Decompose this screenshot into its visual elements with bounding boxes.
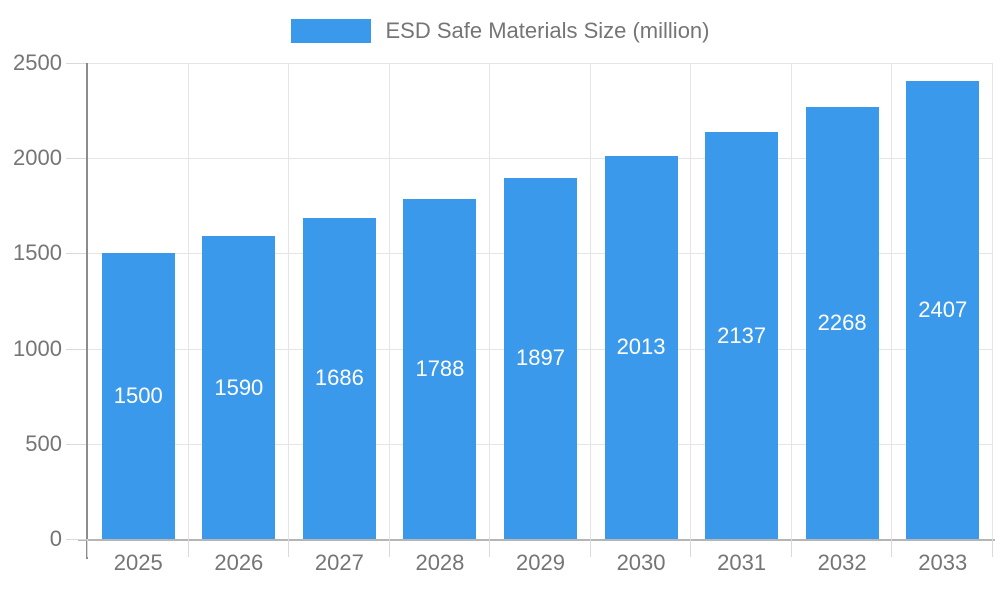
plot-area: 1500 1590 1686 1788 1897 2013 2137 2268 2407 <box>66 63 995 559</box>
y-tick-label: 2000 <box>13 145 62 171</box>
x-tick-label: 2033 <box>918 550 968 575</box>
x-axis-tick <box>388 539 390 557</box>
x-axis-tick <box>288 539 290 557</box>
x-axis-tick <box>87 539 88 557</box>
bar <box>504 177 577 539</box>
bar <box>705 132 779 539</box>
x-axis-tick <box>589 539 591 557</box>
x-tick-label: 2031 <box>717 550 767 575</box>
x-axis-tick <box>187 539 189 557</box>
x-tick-label: 2029 <box>516 550 565 575</box>
y-tick-label: 1500 <box>13 240 62 266</box>
y-axis-tick <box>66 158 86 160</box>
y-tick-label: 500 <box>25 430 62 456</box>
x-tick-label: 2028 <box>415 550 465 575</box>
gridline-vertical <box>388 63 390 539</box>
x-axis-tick <box>790 539 792 557</box>
y-axis-tick <box>66 63 86 64</box>
x-axis-tick <box>992 539 993 557</box>
x-tick-label: 2026 <box>214 550 264 575</box>
gridline-vertical <box>489 63 491 539</box>
gridline-vertical <box>589 63 591 539</box>
y-axis-tick <box>66 348 86 350</box>
gridline-vertical <box>288 63 290 539</box>
bar <box>604 155 678 539</box>
bar <box>302 218 376 539</box>
legend: ESD Safe Materials Size (million) <box>0 17 1000 45</box>
x-axis-tick <box>489 539 491 557</box>
x-tick-label: 2030 <box>616 550 666 575</box>
y-axis-line <box>86 63 88 559</box>
gridline-vertical <box>992 63 993 539</box>
gridline-vertical <box>790 63 792 539</box>
x-tick-label: 2025 <box>113 550 163 575</box>
gridline-vertical <box>690 63 692 539</box>
y-axis-tick <box>66 443 86 445</box>
legend-label: ESD Safe Materials Size (million) <box>385 18 710 43</box>
bar <box>906 80 980 539</box>
gridline-vertical <box>187 63 189 539</box>
y-axis-tick <box>66 539 86 540</box>
x-axis-tick <box>690 539 692 557</box>
legend-swatch <box>290 19 371 43</box>
bar <box>805 107 879 539</box>
x-axis-tick <box>891 539 893 557</box>
x-axis-line <box>78 539 995 541</box>
gridline-horizontal <box>88 63 993 64</box>
x-tick-label: 2032 <box>817 550 867 575</box>
gridline-vertical <box>891 63 893 539</box>
y-tick-label: 2500 <box>13 50 62 75</box>
y-tick-label: 0 <box>49 526 62 551</box>
y-axis-tick <box>66 253 86 255</box>
bar <box>202 236 276 539</box>
bar <box>101 253 175 539</box>
y-tick-label: 1000 <box>13 335 62 361</box>
x-tick-label: 2027 <box>314 550 364 575</box>
gridline-horizontal <box>88 158 993 160</box>
bar <box>403 198 477 539</box>
